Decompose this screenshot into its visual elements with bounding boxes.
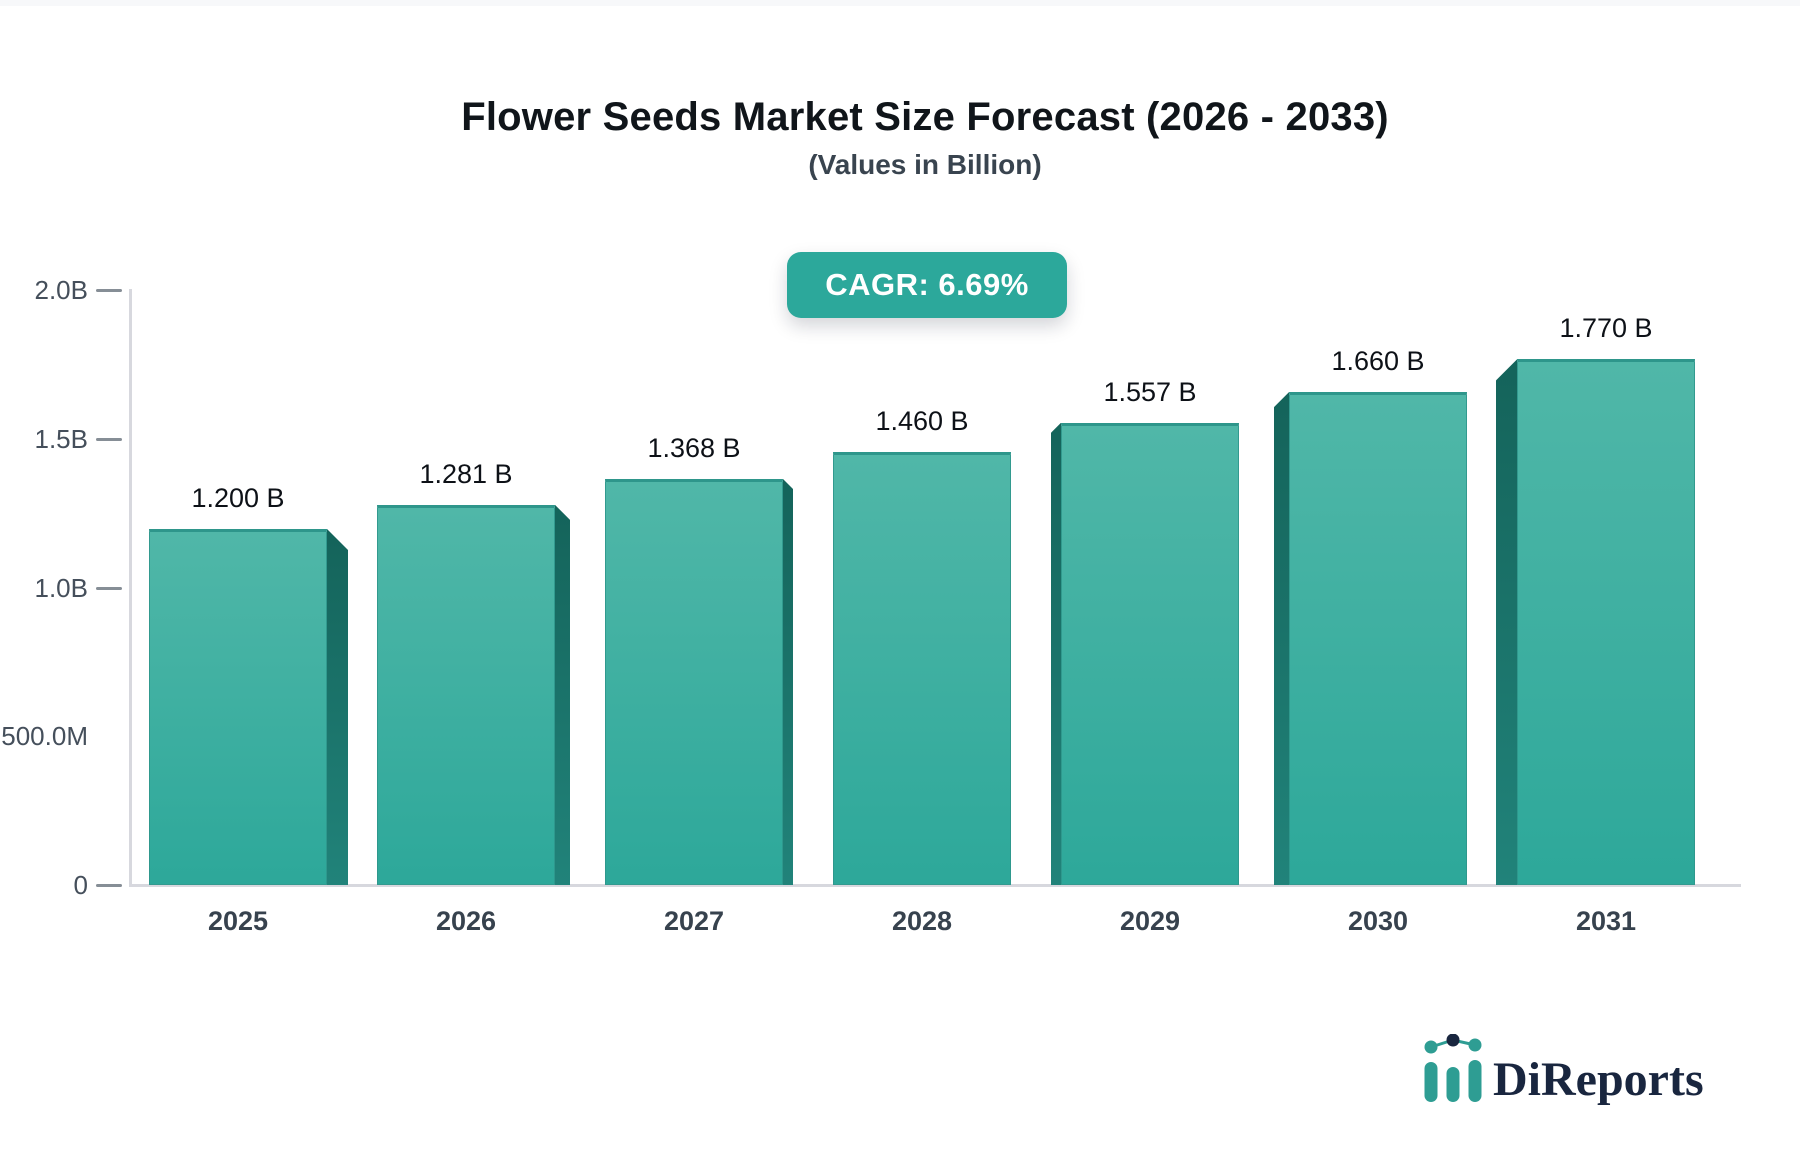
chart-title: Flower Seeds Market Size Forecast (2026 … [461, 95, 1389, 139]
x-axis-label-2026: 2026 [435, 906, 497, 936]
x-axis-label-2028: 2028 [891, 906, 953, 936]
bar-value-label: 1.770 B [1559, 313, 1653, 344]
bar-2029[interactable] [1061, 422, 1239, 885]
bar-value-label: 1.557 B [1103, 376, 1197, 407]
bar-side-3d [1274, 392, 1289, 885]
bar-side-3d [327, 529, 348, 885]
bar-value-label: 1.200 B [191, 483, 285, 513]
chart-subtitle: (Values in Billion) [808, 149, 1042, 180]
y-tick-dash [96, 586, 122, 590]
bar-2026[interactable] [377, 504, 555, 885]
bar-value-label: 1.281 B [419, 458, 513, 489]
x-axis-label-2025: 2025 [207, 906, 269, 936]
y-tick-label: 500.0M [1, 721, 88, 752]
y-tick-dash [96, 289, 122, 292]
bar-2027[interactable] [605, 479, 783, 885]
y-tick-dash [96, 437, 122, 441]
bar-value-label: 1.368 B [647, 433, 741, 464]
y-axis-line [129, 289, 132, 887]
x-axis-label-2027: 2027 [663, 906, 725, 936]
direports-logo: DiReports [1424, 1034, 1704, 1106]
y-tick-label: 1.0B [34, 572, 89, 603]
bar-2030[interactable] [1289, 392, 1467, 885]
y-tick-label: 2.0B [34, 275, 89, 305]
bar-side-3d [555, 504, 570, 885]
x-axis-line [129, 884, 1741, 887]
x-axis-label-2031: 2031 [1575, 906, 1637, 936]
bar-side-3d [783, 479, 793, 885]
bar-2028[interactable] [833, 451, 1011, 885]
x-axis-label-2029: 2029 [1119, 906, 1181, 936]
bar-side-3d [1496, 359, 1517, 885]
y-tick-label: 0 [73, 870, 88, 900]
bar-side-3d [1051, 422, 1061, 885]
bar-2025[interactable] [149, 529, 327, 885]
cagr-badge-label: CAGR: 6.69% [825, 267, 1029, 302]
bar-value-label: 1.660 B [1331, 346, 1425, 377]
bar-chart-logo-icon [1424, 1034, 1482, 1102]
y-tick-label: 1.5B [34, 423, 89, 454]
bar-2031[interactable] [1517, 359, 1695, 885]
page-background-strip [0, 0, 1800, 6]
bar-value-label: 1.460 B [875, 405, 969, 436]
logo-text: DiReports [1493, 1052, 1704, 1106]
cagr-badge: CAGR: 6.69% [787, 252, 1067, 318]
x-axis-label-2030: 2030 [1347, 906, 1409, 936]
y-tick-dash [96, 884, 122, 887]
